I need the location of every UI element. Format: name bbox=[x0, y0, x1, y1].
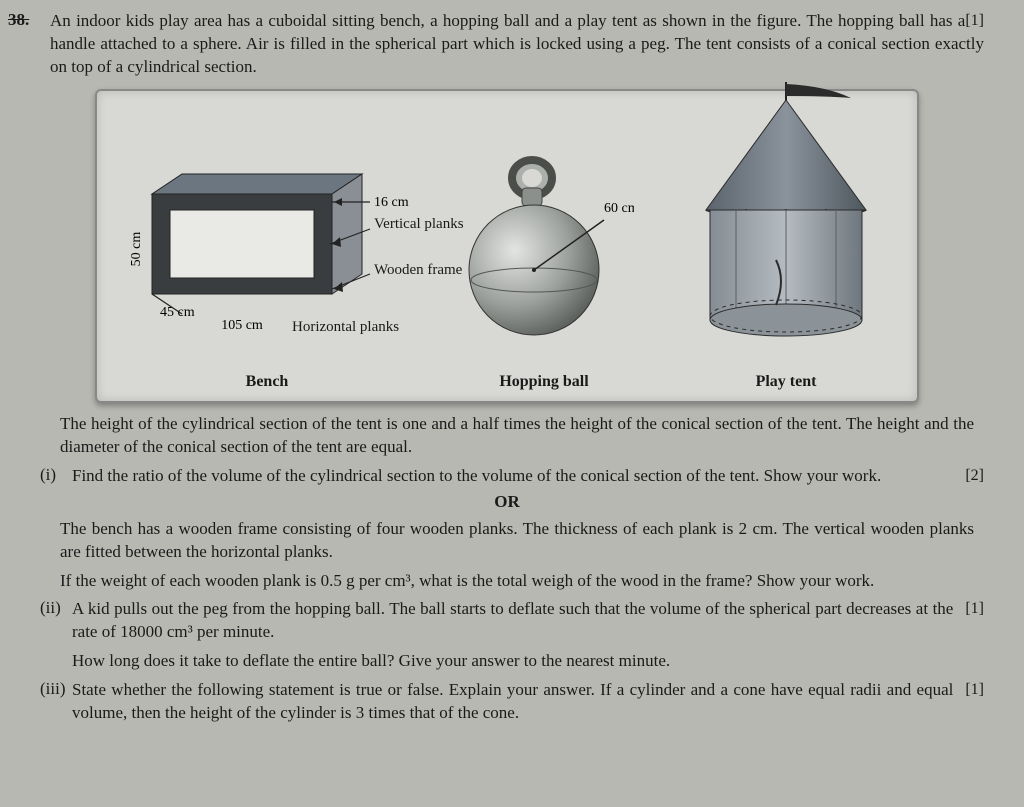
ball-diameter-label: 60 cm bbox=[604, 201, 634, 216]
ball-svg: 60 cm bbox=[454, 130, 634, 360]
bench-height-label: 50 cm bbox=[129, 231, 144, 266]
or-divider: OR bbox=[20, 492, 994, 512]
or-para-2: If the weight of each wooden plank is 0.… bbox=[60, 570, 974, 593]
figure-ball: 60 cm Hopping ball bbox=[454, 130, 634, 391]
part-ii-marks: [1] bbox=[965, 598, 984, 620]
bench-length-label: 105 cm bbox=[221, 318, 263, 333]
question-intro: [1] An indoor kids play area has a cuboi… bbox=[50, 10, 984, 79]
part-iii-num: (iii) bbox=[40, 679, 72, 725]
annot-vertical-planks: Vertical planks bbox=[374, 212, 464, 236]
tent-label: Play tent bbox=[676, 373, 896, 391]
figure-tent: Play tent bbox=[676, 80, 896, 391]
or-para-1: The bench has a wooden frame consisting … bbox=[60, 518, 974, 564]
figure-box: 50 cm 45 cm 105 cm 16 cm Vertical plank bbox=[95, 89, 919, 403]
marks-top: [1] bbox=[965, 10, 984, 32]
bench-svg: 50 cm 45 cm 105 cm 16 cm bbox=[122, 134, 412, 344]
annot-wooden-frame: Wooden frame bbox=[374, 258, 464, 282]
question-number: 38. bbox=[8, 10, 29, 30]
bench-depth-label: 45 cm bbox=[160, 305, 195, 320]
part-i-marks: [2] bbox=[965, 465, 984, 487]
bench-plank-top: 16 cm bbox=[374, 195, 409, 210]
part-i-num: (i) bbox=[40, 465, 72, 488]
bench-label: Bench bbox=[122, 373, 412, 391]
part-iii-text: [1] State whether the following statemen… bbox=[72, 679, 984, 725]
part-i-body: Find the ratio of the volume of the cyli… bbox=[72, 466, 881, 485]
para-tent-relation: The height of the cylindrical section of… bbox=[60, 413, 974, 459]
part-ii-body-b: How long does it take to deflate the ent… bbox=[72, 650, 974, 673]
tent-svg bbox=[676, 80, 896, 360]
part-ii-body-a: A kid pulls out the peg from the hopping… bbox=[72, 599, 953, 641]
figure-bench: 50 cm 45 cm 105 cm 16 cm Vertical plank bbox=[122, 134, 412, 391]
ball-label: Hopping ball bbox=[454, 373, 634, 391]
part-iii-marks: [1] bbox=[965, 679, 984, 701]
part-i-text: [2] Find the ratio of the volume of the … bbox=[72, 465, 984, 488]
part-ii-num: (ii) bbox=[40, 598, 72, 644]
intro-text: An indoor kids play area has a cuboidal … bbox=[50, 11, 984, 76]
annot-horizontal-planks: Horizontal planks bbox=[292, 319, 399, 336]
part-ii-text: [1] A kid pulls out the peg from the hop… bbox=[72, 598, 984, 644]
part-iii-body: State whether the following statement is… bbox=[72, 680, 953, 722]
